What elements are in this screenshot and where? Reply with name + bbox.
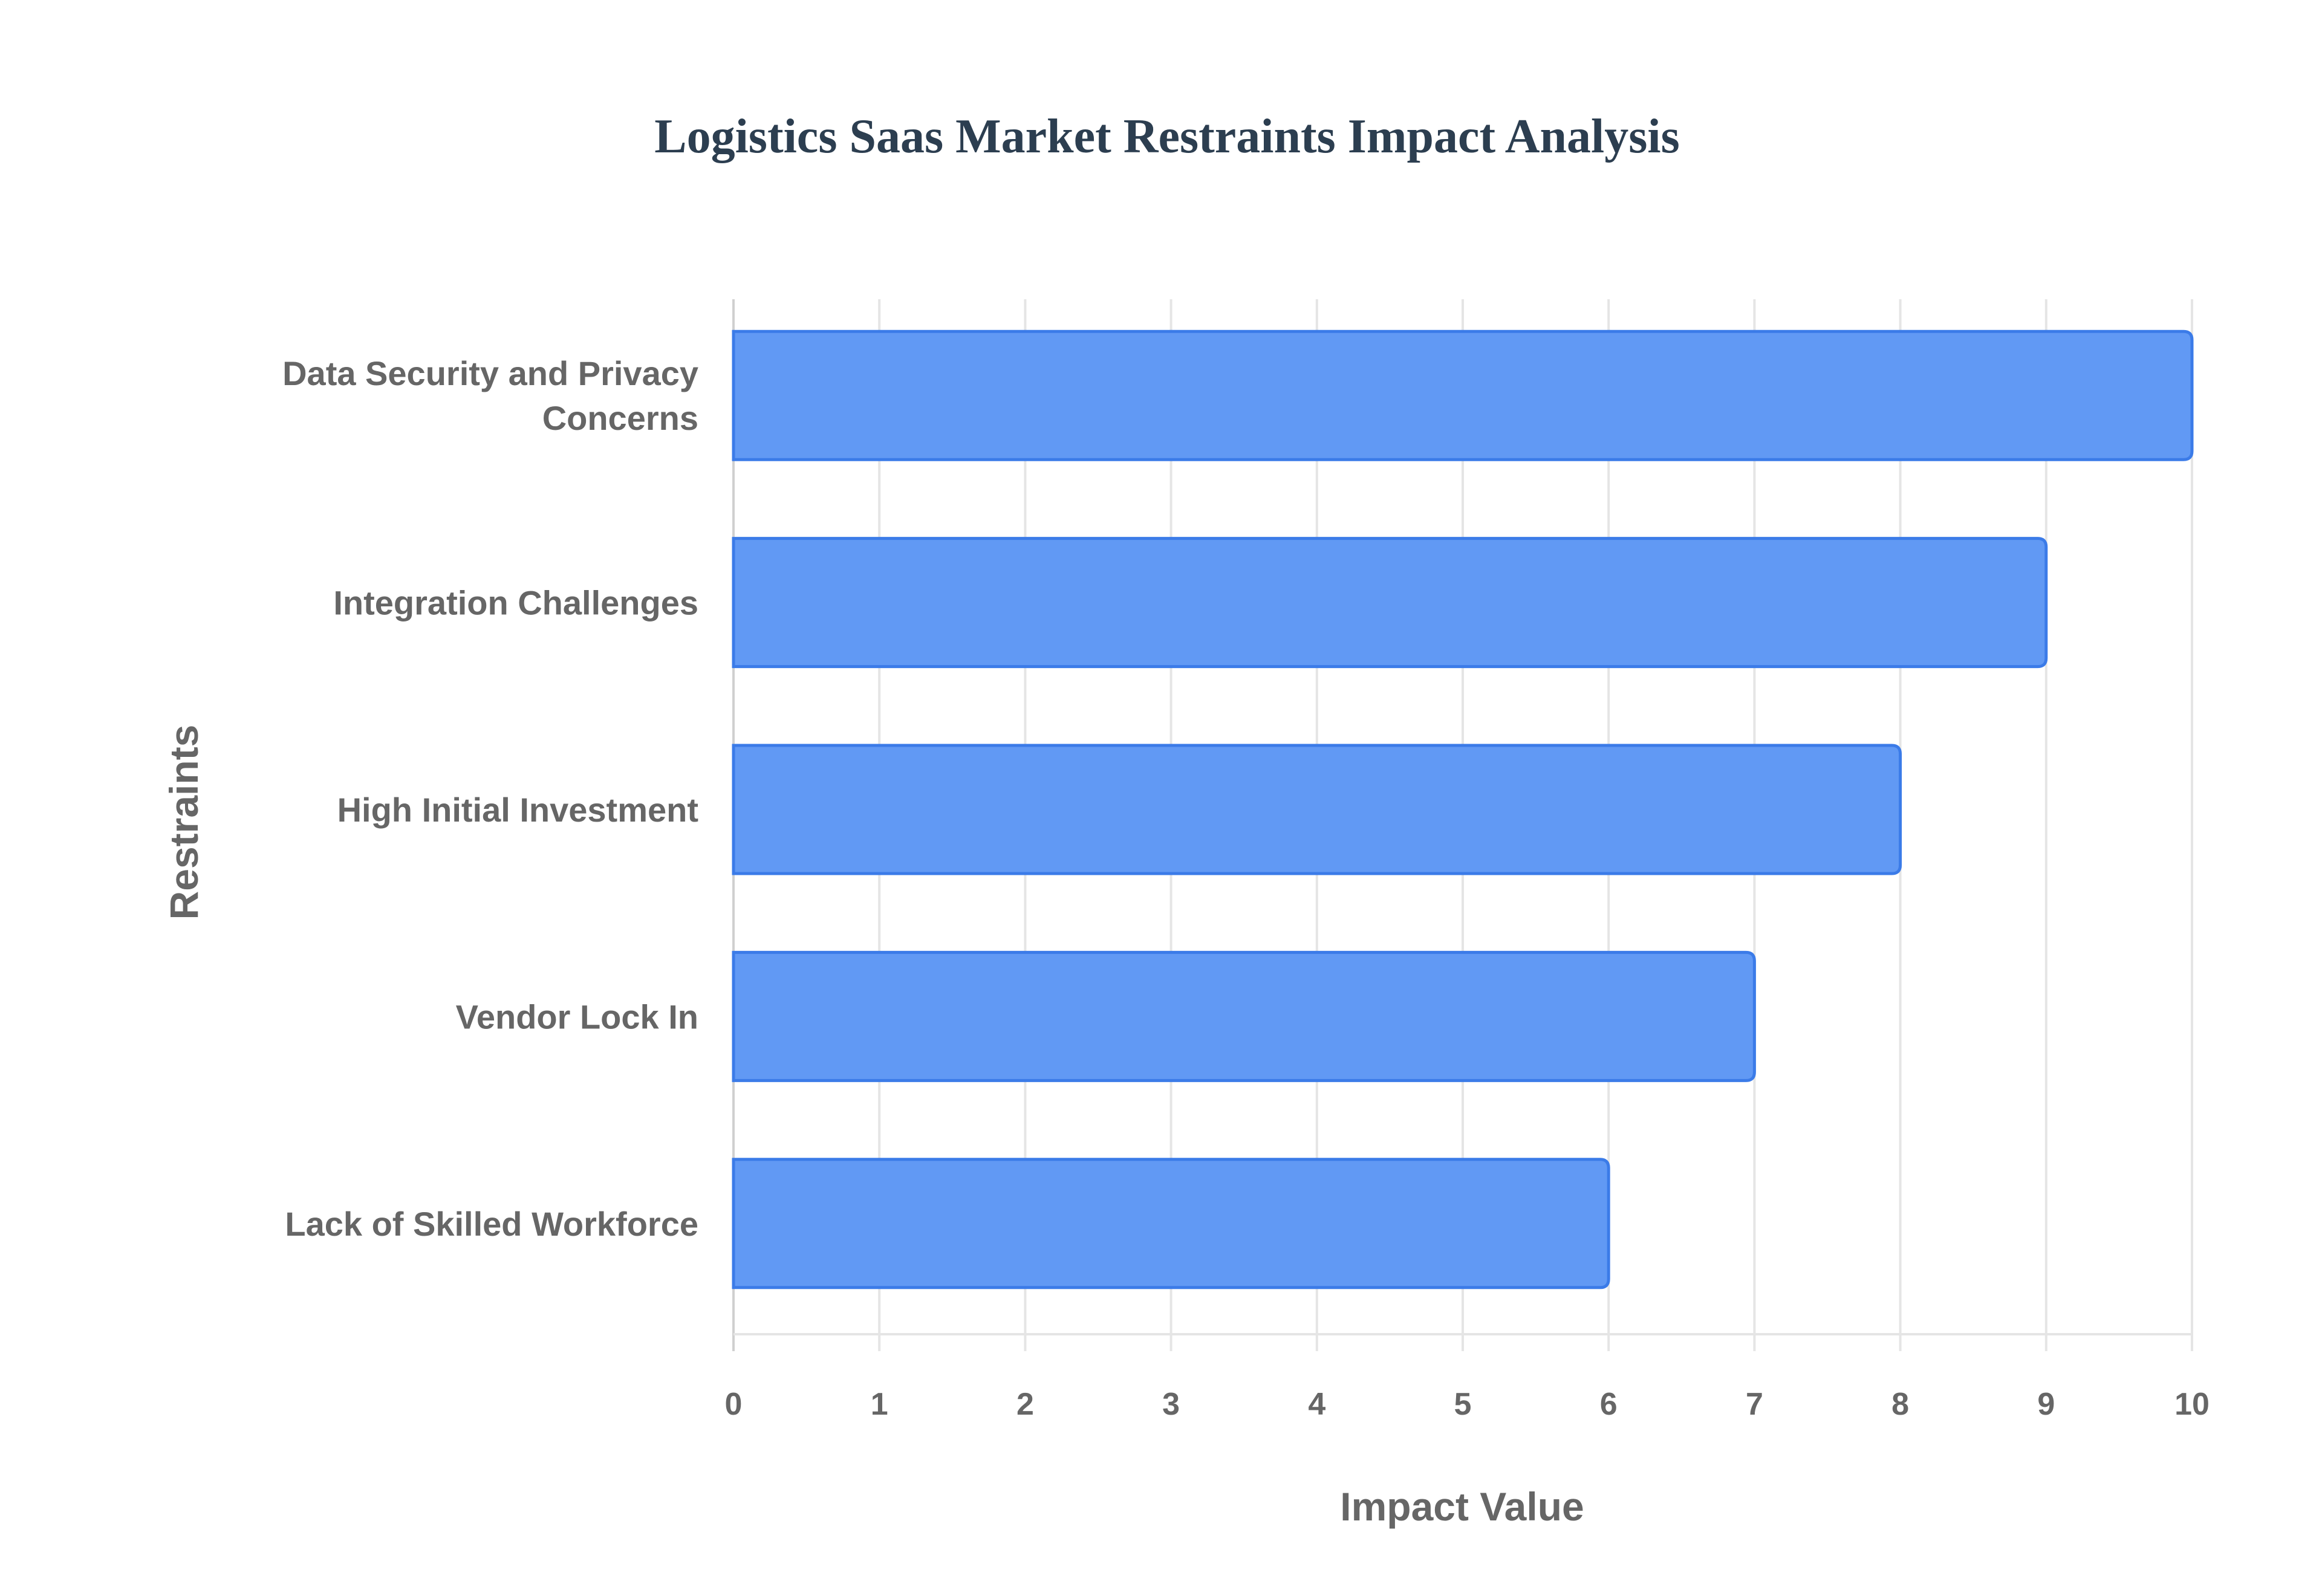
y-axis-title: Restraints bbox=[161, 725, 206, 920]
x-tick-label: 5 bbox=[1454, 1387, 1472, 1422]
y-category-label-line: Integration Challenges bbox=[333, 584, 698, 622]
y-category-label: High Initial Investment bbox=[337, 791, 698, 829]
x-tick-label: 8 bbox=[1891, 1387, 1909, 1422]
y-category-label: Integration Challenges bbox=[333, 584, 698, 622]
x-tick-label: 10 bbox=[2174, 1387, 2210, 1422]
y-category-label-line: Concerns bbox=[542, 399, 698, 437]
y-category-label-line: Data Security and Privacy bbox=[282, 354, 698, 392]
bar bbox=[732, 537, 2048, 669]
bar bbox=[732, 329, 2194, 461]
x-tick-label: 7 bbox=[1746, 1387, 1763, 1422]
y-category-label-line: Lack of Skilled Workforce bbox=[285, 1205, 698, 1243]
x-tick-label: 2 bbox=[1016, 1387, 1034, 1422]
y-category-label: Lack of Skilled Workforce bbox=[285, 1205, 698, 1243]
y-category-label-line: High Initial Investment bbox=[337, 791, 698, 829]
x-tick-label: 6 bbox=[1600, 1387, 1618, 1422]
x-tick-label: 4 bbox=[1308, 1387, 1325, 1422]
bar bbox=[732, 744, 1902, 875]
chart-title: Logistics Saas Market Restraints Impact … bbox=[654, 110, 1680, 163]
y-category-labels: Data Security and Privacy Concerns Integra… bbox=[282, 354, 698, 1243]
x-tick-labels: 0 1 2 3 4 5 6 7 8 9 10 bbox=[725, 1387, 2210, 1422]
x-tick-label: 3 bbox=[1162, 1387, 1180, 1422]
x-tick-label: 9 bbox=[2037, 1387, 2055, 1422]
y-category-label: Data Security and Privacy Concerns bbox=[282, 354, 698, 437]
x-tick-label: 1 bbox=[871, 1387, 888, 1422]
y-category-label: Vendor Lock In bbox=[456, 997, 698, 1036]
bar bbox=[732, 1158, 1610, 1289]
bar bbox=[732, 950, 1756, 1082]
x-axis-title: Impact Value bbox=[1340, 1484, 1584, 1529]
y-category-label-line: Vendor Lock In bbox=[456, 997, 698, 1036]
bars bbox=[732, 329, 2194, 1289]
x-tick-label: 0 bbox=[725, 1387, 743, 1422]
